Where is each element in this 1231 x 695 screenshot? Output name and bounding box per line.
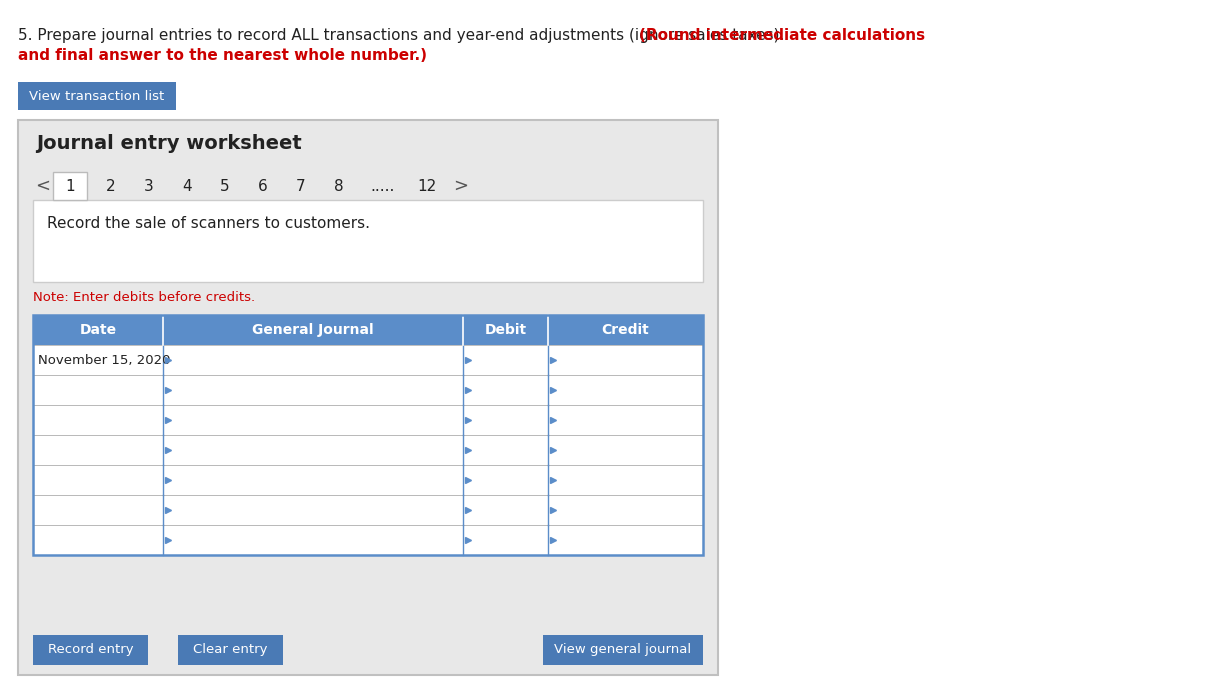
Bar	[33, 315, 703, 555]
Bar	[33, 635, 148, 665]
Text: Record the sale of scanners to customers.: Record the sale of scanners to customers…	[47, 216, 371, 231]
Text: 3: 3	[144, 179, 154, 193]
Text: Debit: Debit	[485, 323, 527, 337]
Bar	[33, 315, 703, 345]
Text: .....: .....	[371, 179, 395, 193]
Text: 4: 4	[182, 179, 192, 193]
Text: 2: 2	[106, 179, 116, 193]
Text: 8: 8	[334, 179, 343, 193]
Bar	[33, 435, 703, 465]
Bar	[33, 405, 703, 435]
Text: November 15, 2020: November 15, 2020	[38, 354, 171, 366]
Bar	[178, 635, 283, 665]
Text: Credit: Credit	[602, 323, 650, 337]
Text: 12: 12	[417, 179, 437, 193]
Text: View general journal: View general journal	[554, 644, 692, 657]
Text: Note: Enter debits before credits.: Note: Enter debits before credits.	[33, 291, 255, 304]
Bar	[33, 495, 703, 525]
Bar	[18, 82, 176, 110]
Text: 5: 5	[220, 179, 230, 193]
Text: >: >	[453, 177, 468, 195]
Bar	[33, 345, 703, 375]
Bar	[33, 465, 703, 495]
Text: View transaction list: View transaction list	[30, 90, 165, 102]
Bar	[18, 120, 718, 675]
Text: Journal entry worksheet: Journal entry worksheet	[36, 134, 302, 153]
Bar	[53, 172, 87, 200]
Text: 7: 7	[297, 179, 305, 193]
Text: 5. Prepare journal entries to record ALL transactions and year-end adjustments (: 5. Prepare journal entries to record ALL…	[18, 28, 789, 43]
Text: Clear entry: Clear entry	[193, 644, 268, 657]
Bar	[543, 635, 703, 665]
Text: 1: 1	[65, 179, 75, 193]
Text: Record entry: Record entry	[48, 644, 133, 657]
Text: and final answer to the nearest whole number.): and final answer to the nearest whole nu…	[18, 48, 427, 63]
Bar	[33, 375, 703, 405]
Text: General Journal: General Journal	[252, 323, 374, 337]
Bar	[33, 525, 703, 555]
Text: <: <	[34, 177, 50, 195]
Text: 6: 6	[259, 179, 268, 193]
Text: (Round intermediate calculations: (Round intermediate calculations	[639, 28, 926, 43]
Bar	[33, 200, 703, 282]
Text: Date: Date	[80, 323, 117, 337]
